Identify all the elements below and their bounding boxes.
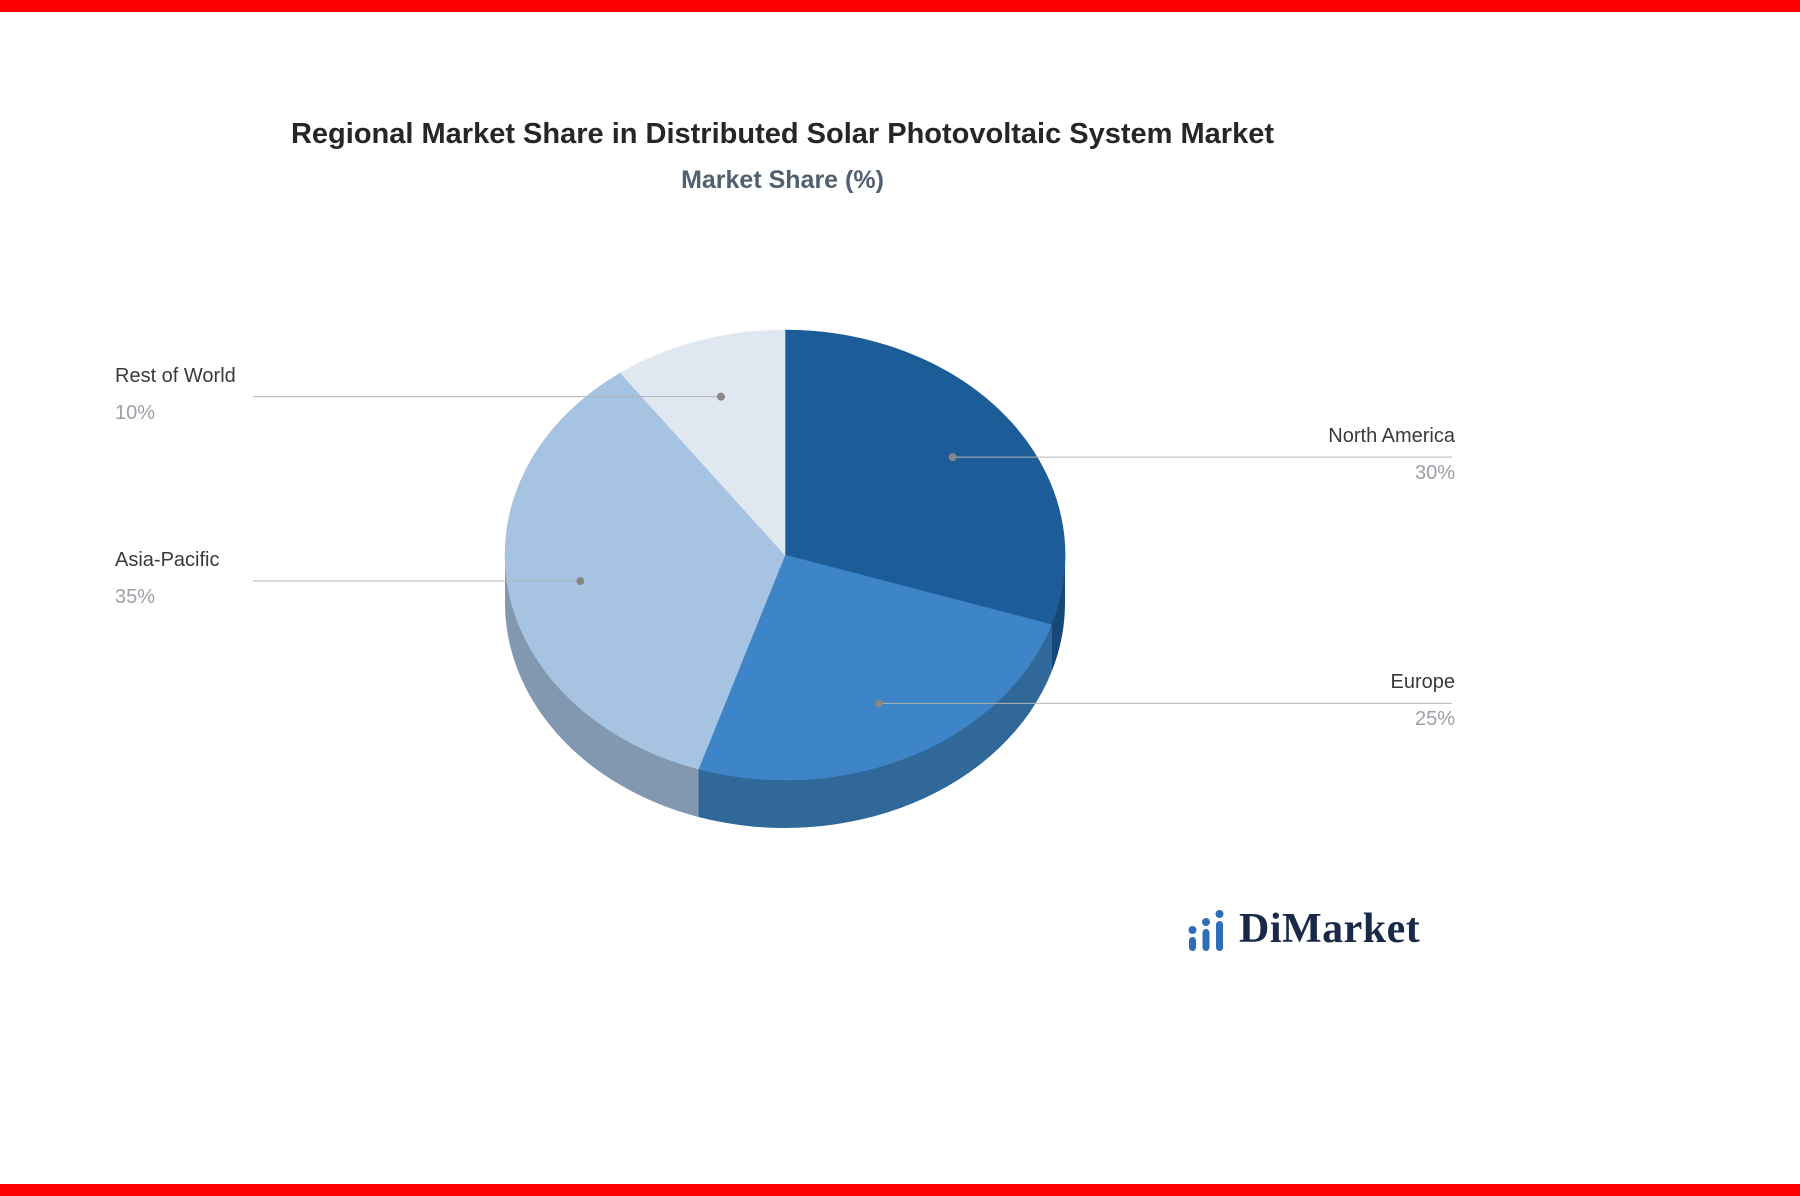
- pie-slice-side-north-america: [1051, 555, 1065, 673]
- slice-label-value: 10%: [115, 402, 156, 424]
- leader-dot-rest-of-world: [716, 392, 725, 401]
- slice-label-europe: Europe 25%: [1391, 670, 1456, 731]
- pie-slice-europe: [698, 554, 1052, 781]
- bottom-red-bar: [0, 1184, 1800, 1196]
- chart-subtitle: Market Share (%): [681, 166, 884, 194]
- leader-dot-asia-pacific: [576, 577, 585, 586]
- logo-text: DiMarket: [1239, 906, 1421, 952]
- dimarket-logo: DiMarket: [1185, 903, 1420, 955]
- slice-label-value: 30%: [1414, 462, 1455, 484]
- pie-slice-north-america: [784, 329, 1066, 625]
- pie-slice-asia-pacific: [504, 372, 786, 770]
- bar-chart-logo-icon: [1188, 910, 1224, 951]
- leader-dot-north-america: [948, 453, 957, 462]
- pie-slice-rest-of-world: [619, 329, 786, 556]
- slice-label-north-america: North America 30%: [1328, 424, 1455, 485]
- slice-label-name: North America: [1328, 425, 1455, 447]
- slice-label-name: Rest of World: [115, 365, 236, 387]
- top-red-bar: [0, 0, 1800, 12]
- leader-dot-europe: [875, 699, 884, 708]
- slice-label-value: 25%: [1414, 708, 1455, 730]
- slice-label-name: Asia-Pacific: [115, 549, 220, 571]
- slice-label-name: Europe: [1390, 671, 1456, 693]
- chart-title: Regional Market Share in Distributed Sol…: [290, 118, 1275, 150]
- pie-slice-side-europe: [698, 624, 1052, 828]
- slice-label-asia-pacific: Asia-Pacific 35%: [115, 548, 219, 609]
- slice-label-rest-of-world: Rest of World 10%: [115, 364, 236, 425]
- pie-slice-side-asia-pacific: [505, 555, 699, 817]
- slice-label-value: 35%: [115, 586, 156, 608]
